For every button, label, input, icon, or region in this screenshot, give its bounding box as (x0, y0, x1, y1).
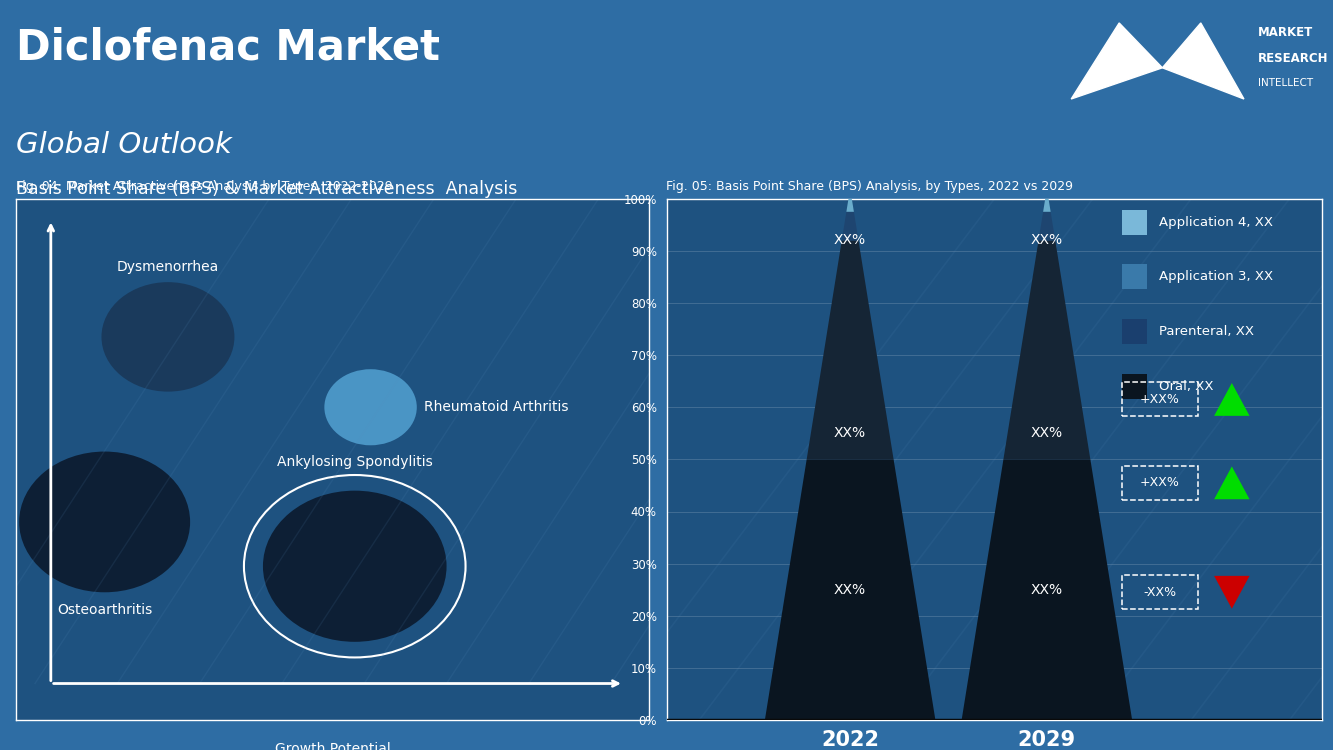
Polygon shape (1214, 466, 1249, 500)
Text: Rheumatoid Arthritis: Rheumatoid Arthritis (424, 400, 569, 414)
Polygon shape (1044, 199, 1050, 211)
Polygon shape (841, 211, 858, 241)
Text: Osteoarthritis: Osteoarthritis (57, 603, 152, 616)
Bar (1122, 374, 1148, 399)
Polygon shape (806, 241, 893, 459)
Text: Application 3, XX: Application 3, XX (1158, 271, 1273, 284)
Text: +XX%: +XX% (1140, 476, 1180, 489)
Text: Ankylosing Spondylitis: Ankylosing Spondylitis (277, 454, 433, 469)
Bar (1122, 210, 1148, 235)
Circle shape (263, 490, 447, 642)
Bar (1122, 575, 1198, 609)
Text: +XX%: +XX% (1140, 393, 1180, 406)
Text: XX%: XX% (1030, 583, 1062, 597)
Text: Oral, XX: Oral, XX (1158, 380, 1213, 393)
Circle shape (324, 369, 417, 446)
Text: XX%: XX% (1030, 426, 1062, 440)
Bar (1122, 466, 1198, 500)
Text: Parenteral, XX: Parenteral, XX (1158, 326, 1254, 338)
Text: MARKET: MARKET (1258, 26, 1313, 39)
Text: Application 4, XX: Application 4, XX (1158, 216, 1273, 229)
Polygon shape (1214, 383, 1249, 416)
Text: XX%: XX% (834, 583, 866, 597)
Bar (1122, 382, 1198, 416)
Polygon shape (765, 459, 936, 720)
Polygon shape (1214, 576, 1249, 609)
Polygon shape (1072, 23, 1162, 99)
Polygon shape (846, 199, 854, 211)
Circle shape (101, 282, 235, 392)
Text: Global Outlook: Global Outlook (16, 131, 232, 159)
Polygon shape (1162, 23, 1244, 99)
Polygon shape (961, 459, 1132, 720)
Text: RESEARCH: RESEARCH (1258, 52, 1329, 64)
Text: INTELLECT: INTELLECT (1258, 79, 1313, 88)
Bar (1122, 265, 1148, 290)
Text: XX%: XX% (1030, 233, 1062, 248)
Text: Basis Point Share (BPS) & Market Attractiveness  Analysis: Basis Point Share (BPS) & Market Attract… (16, 180, 517, 198)
Bar (1122, 320, 1148, 344)
Polygon shape (1004, 241, 1090, 459)
Text: -XX%: -XX% (1144, 586, 1177, 598)
Text: XX%: XX% (834, 426, 866, 440)
Text: Fig. 04: Market Attractiveness Analysis by Types, 2022-2029: Fig. 04: Market Attractiveness Analysis … (16, 181, 393, 194)
Text: XX%: XX% (834, 233, 866, 248)
Text: Dysmenorrhea: Dysmenorrhea (117, 260, 219, 274)
Text: Growth Potential: Growth Potential (275, 742, 391, 750)
Text: Fig. 05: Basis Point Share (BPS) Analysis, by Types, 2022 vs 2029: Fig. 05: Basis Point Share (BPS) Analysi… (666, 181, 1073, 194)
Circle shape (19, 452, 191, 592)
Polygon shape (1038, 211, 1056, 241)
Text: Diclofenac Market: Diclofenac Market (16, 26, 440, 68)
